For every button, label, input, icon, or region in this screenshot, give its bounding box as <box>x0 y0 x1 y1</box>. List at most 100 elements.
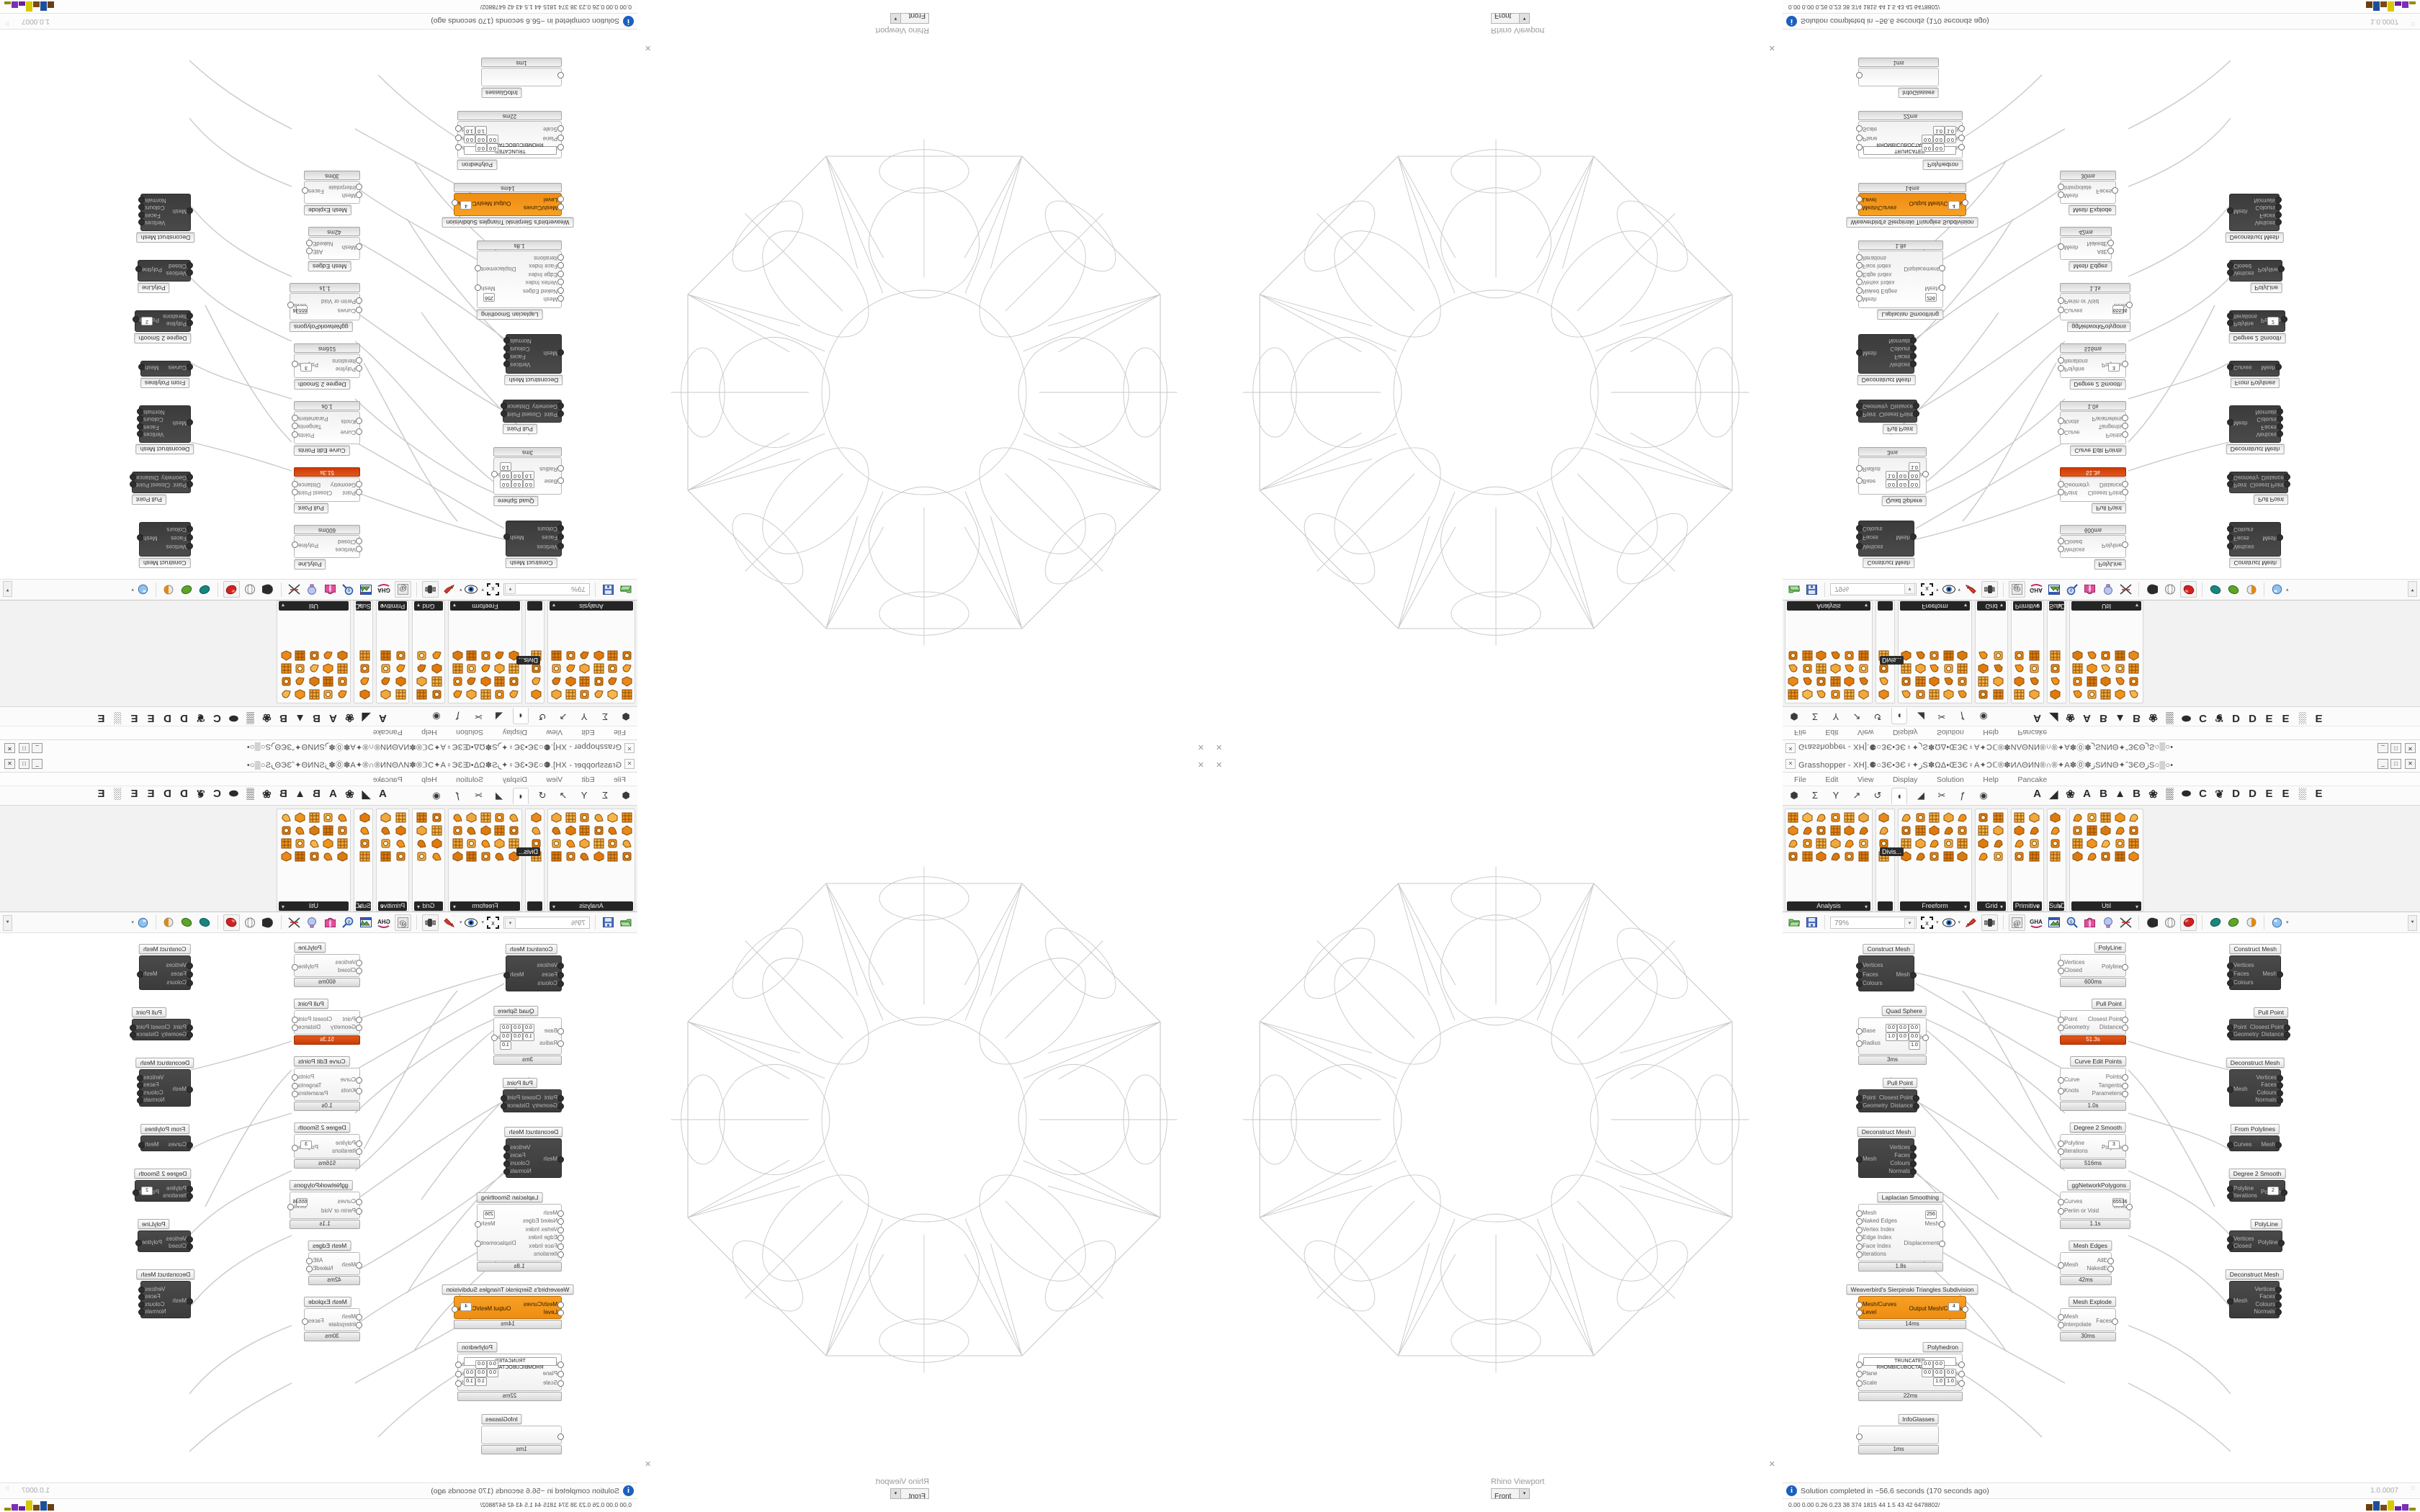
gh-component-body[interactable]: Mesh AllE NakedE <box>306 1252 362 1275</box>
palette-component-icon[interactable] <box>607 824 619 837</box>
gh-component-body[interactable]: Mesh Vertices Faces Colours Normals <box>138 194 193 231</box>
gh-output-port[interactable] <box>2277 423 2283 430</box>
shaded-sphere-icon[interactable] <box>2144 582 2159 598</box>
lightbulb-icon[interactable] <box>2100 582 2115 598</box>
gh-output-port[interactable] <box>455 144 462 151</box>
gh-component-name[interactable]: Pull Point <box>2254 1007 2288 1017</box>
ribbon-category-0[interactable]: A <box>379 712 387 724</box>
document-icon[interactable] <box>2046 582 2061 598</box>
gh-output-port[interactable] <box>1910 1160 1917 1167</box>
palette-group-expand-icon[interactable]: ▾ <box>453 904 457 910</box>
gh-component-body[interactable]: NamePlaneScaleCurvesMeshesSolidTRUNCATED… <box>1856 1354 1965 1391</box>
palette-component-icon[interactable] <box>2013 675 2025 688</box>
ribbon-tab-6[interactable]: ◢ <box>496 789 503 801</box>
palette-component-icon[interactable] <box>579 649 591 662</box>
gh-input-port[interactable] <box>2227 1031 2233 1038</box>
gh-component-body[interactable]: Point Geometry Closest Point Distance <box>501 400 564 423</box>
palette-component-icon[interactable] <box>593 688 605 701</box>
palette-component-icon[interactable] <box>2028 837 2040 850</box>
palette-component-icon[interactable] <box>621 824 633 837</box>
palette-component-icon[interactable] <box>2013 824 2025 837</box>
ribbon-tab-6[interactable]: ◢ <box>1917 711 1924 723</box>
palette-component-icon[interactable] <box>280 811 292 824</box>
gh-param-field[interactable]: 0.0 <box>500 1024 511 1032</box>
gh-component-body[interactable] <box>481 68 564 86</box>
gh-component[interactable]: Degree 2 SmoothPolylineIterationsPolylin… <box>292 1120 362 1169</box>
palette-component-icon[interactable] <box>359 850 371 863</box>
gh-component-name[interactable]: Quad Sphere <box>1881 496 1927 506</box>
ribbon-tab-3[interactable]: ↗ <box>1852 789 1861 801</box>
gh-component[interactable]: Mesh Edges Mesh AllE NakedE 42ms <box>306 1238 362 1285</box>
gh-output-port[interactable] <box>503 345 510 352</box>
menu-item-help[interactable]: Help <box>1983 728 1999 737</box>
ribbon-category-15[interactable]: E <box>2282 712 2290 724</box>
gh-param-field[interactable]: 0.0 <box>500 471 511 480</box>
ribbon-category-4[interactable]: B <box>313 788 321 800</box>
palette-component-icon[interactable] <box>2028 824 2040 837</box>
at-icon[interactable]: @ <box>2009 581 2026 598</box>
gh-param-field[interactable]: 1.0 <box>1945 1377 1956 1386</box>
palette-component-icon[interactable] <box>380 837 393 850</box>
gh-component-name[interactable]: PolyLine <box>294 942 326 953</box>
gh-input-port[interactable] <box>2227 1297 2233 1305</box>
palette-component-icon[interactable] <box>2086 811 2098 824</box>
gh-param-field[interactable]: 0.0 <box>1933 1360 1945 1369</box>
fit-view-dropdown-arrow[interactable]: ▾ <box>481 920 484 925</box>
gh-output-port[interactable] <box>133 316 139 323</box>
gh-output-port[interactable] <box>455 1380 462 1387</box>
gh-input-port[interactable] <box>557 971 564 978</box>
palette-component-icon[interactable] <box>294 824 306 837</box>
gh-component[interactable]: InfoGlasses 1ms <box>481 1412 564 1454</box>
gh-input-port[interactable] <box>2227 312 2233 320</box>
save-file-icon[interactable] <box>601 582 616 598</box>
palette-component-icon[interactable] <box>2099 675 2112 688</box>
gh-output-port[interactable] <box>503 971 510 978</box>
ribbon-category-7[interactable]: ❀ <box>262 711 272 724</box>
gh-component[interactable]: Degree 2 SmoothPolylineIterationsPolylin… <box>292 343 362 392</box>
palette-component-icon[interactable] <box>593 662 605 675</box>
ribbon-tab-5[interactable]: ◖ <box>513 788 529 804</box>
palette-group-expand-icon[interactable]: ▾ <box>2035 904 2039 910</box>
palette-component-icon[interactable] <box>1977 688 1989 701</box>
fit-view-icon[interactable]: x <box>485 582 501 598</box>
palette-component-icon[interactable] <box>1801 811 1814 824</box>
gh-input-port[interactable] <box>557 295 564 302</box>
gh-component[interactable]: Pull Point Point Geometry Closest Point Dist… <box>292 467 362 516</box>
palette-component-icon[interactable] <box>2028 662 2040 675</box>
palette-component-icon[interactable] <box>2128 649 2140 662</box>
gh-input-port[interactable] <box>1856 1309 1863 1316</box>
palette-group-expand-icon[interactable]: ▾ <box>2058 602 2061 608</box>
palette-component-icon[interactable] <box>621 811 633 824</box>
gh-input-port[interactable] <box>356 1140 362 1147</box>
gh-output-port[interactable] <box>2122 480 2128 487</box>
gh-output-port[interactable] <box>137 971 143 978</box>
ribbon-category-2[interactable]: ❀ <box>2066 711 2075 724</box>
gh-output-port[interactable] <box>475 284 481 291</box>
gh-component[interactable]: Mesh Edges Mesh AllE NakedE 42ms <box>2058 1238 2114 1285</box>
palette-component-icon[interactable] <box>579 662 591 675</box>
palette-group-caption[interactable]: Freeform ▾ <box>450 901 520 911</box>
blue-sphere-icon[interactable] <box>2269 915 2285 930</box>
gh-output-port[interactable] <box>306 1265 313 1272</box>
viewport-view-selector[interactable]: Front ▾ <box>890 12 929 24</box>
ribbon-category-15[interactable]: E <box>2282 788 2290 800</box>
gh-input-port[interactable] <box>1856 1226 1863 1233</box>
ribbon-category-6[interactable]: B <box>279 788 287 800</box>
gh-input-port[interactable] <box>1856 144 1863 151</box>
ribbon-tab-2[interactable]: Υ <box>1832 711 1839 722</box>
palette-component-icon[interactable] <box>2128 850 2140 863</box>
gh-component-body[interactable]: Curves Mesh <box>2227 1135 2282 1151</box>
gh-component[interactable]: PolyhedronNamePlaneScaleCurvesMeshesSoli… <box>1856 111 1965 172</box>
gh-component-body[interactable]: Curve Knots Points Tangents Parameters <box>2058 1068 2128 1101</box>
gh-output-port[interactable] <box>1910 971 1917 978</box>
ribbon-category-4[interactable]: B <box>2099 712 2107 724</box>
gh-output-port[interactable] <box>2277 1082 2283 1089</box>
ribbon-category-11[interactable]: ❦ <box>196 788 205 801</box>
palette-component-icon[interactable] <box>1843 649 1855 662</box>
gh-component-name[interactable]: Mesh Explode <box>2069 205 2116 215</box>
palette-component-icon[interactable] <box>1914 688 1927 701</box>
gh-component[interactable]: Deconstruct Mesh Mesh Vertices Faces Colours… <box>1856 1125 1917 1178</box>
palette-component-icon[interactable] <box>431 811 443 824</box>
palette-component-icon[interactable] <box>336 850 349 863</box>
wire-sphere-icon[interactable] <box>2162 582 2177 598</box>
